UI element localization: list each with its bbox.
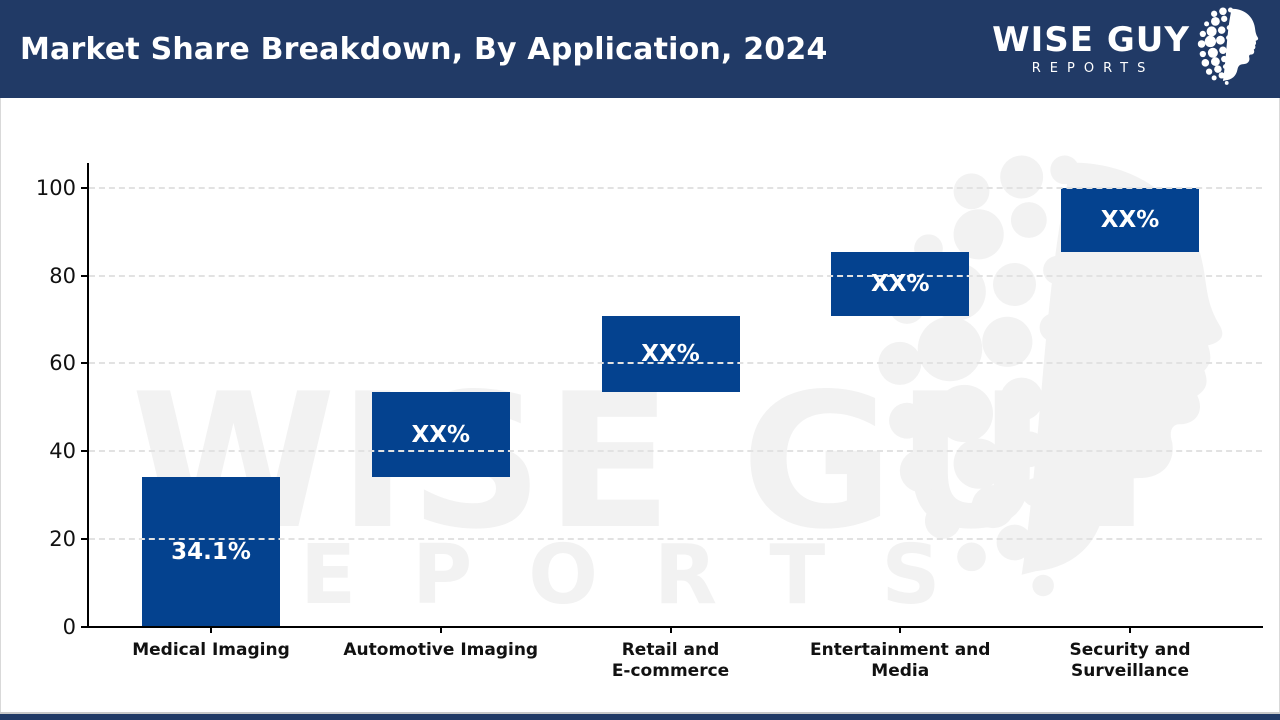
page-title: Market Share Breakdown, By Application, … [20, 31, 828, 67]
y-tick-label: 60 [49, 351, 76, 376]
bar [831, 251, 970, 316]
gridline [89, 538, 1262, 541]
x-category-label-line: Medical Imaging [132, 640, 290, 660]
x-category-label: Medical Imaging [91, 640, 331, 661]
y-axis-line [87, 163, 89, 628]
x-category-label-line: Media [871, 661, 930, 681]
logo-text: WISE GUY REPORTS [992, 22, 1190, 76]
bar-value-label: XX% [1100, 206, 1160, 233]
dot-face-logo-icon [1194, 5, 1272, 93]
y-axis-tick [81, 538, 88, 541]
x-category-label-line: Surveillance [1070, 661, 1189, 681]
footer-bar [0, 714, 1280, 720]
y-tick-label: 20 [49, 527, 76, 552]
x-category-label: Security and Surveillance [1010, 640, 1250, 682]
x-axis-tick [1129, 628, 1131, 633]
gridline [89, 186, 1262, 189]
y-axis-tick [81, 362, 88, 365]
bar [142, 477, 280, 627]
bar [601, 315, 740, 392]
x-category-label-line: Entertainment and [810, 640, 991, 660]
y-axis-tick [81, 186, 88, 189]
bar [371, 391, 510, 478]
bar-value-label: XX% [641, 340, 700, 367]
y-tick-label: 0 [62, 615, 76, 639]
y-axis-tick [81, 626, 88, 628]
gridline [89, 450, 1262, 453]
x-category-label-line: Automotive Imaging [343, 640, 539, 660]
logo-wordmark: WISE GUY [992, 20, 1190, 60]
x-category-label: Retail and E-commerce [551, 640, 791, 682]
bottom-divider [0, 712, 1280, 714]
bar [1061, 187, 1199, 252]
x-category-label-line: Retail and [621, 640, 720, 660]
y-tick-label: 100 [35, 175, 76, 200]
x-axis-tick [899, 628, 902, 633]
x-axis-line [87, 626, 1263, 628]
y-axis-tick [81, 450, 88, 453]
bar-value-label: XX% [870, 270, 930, 297]
x-axis-tick [669, 628, 672, 633]
header-bar: Market Share Breakdown, By Application, … [0, 0, 1280, 98]
x-axis-tick [439, 628, 442, 633]
x-category-label-line: Security and [1069, 640, 1191, 660]
logo: WISE GUY REPORTS [992, 4, 1272, 94]
gridline [89, 362, 1262, 365]
x-category-label-line: E-commerce [611, 661, 730, 681]
y-tick-label: 80 [49, 263, 76, 288]
logo-subtext: REPORTS [1031, 61, 1155, 76]
y-axis-tick [81, 274, 88, 277]
bar-value-label: XX% [411, 421, 470, 448]
watermark-reports-text: REPORTS [181, 528, 997, 623]
x-category-label: Automotive Imaging [321, 640, 561, 661]
x-category-label: Entertainment and Media [780, 640, 1020, 682]
bar-value-label: 34.1% [171, 539, 251, 566]
gridline [89, 274, 1262, 277]
y-tick-label: 40 [49, 439, 76, 464]
x-axis-tick [210, 628, 212, 633]
